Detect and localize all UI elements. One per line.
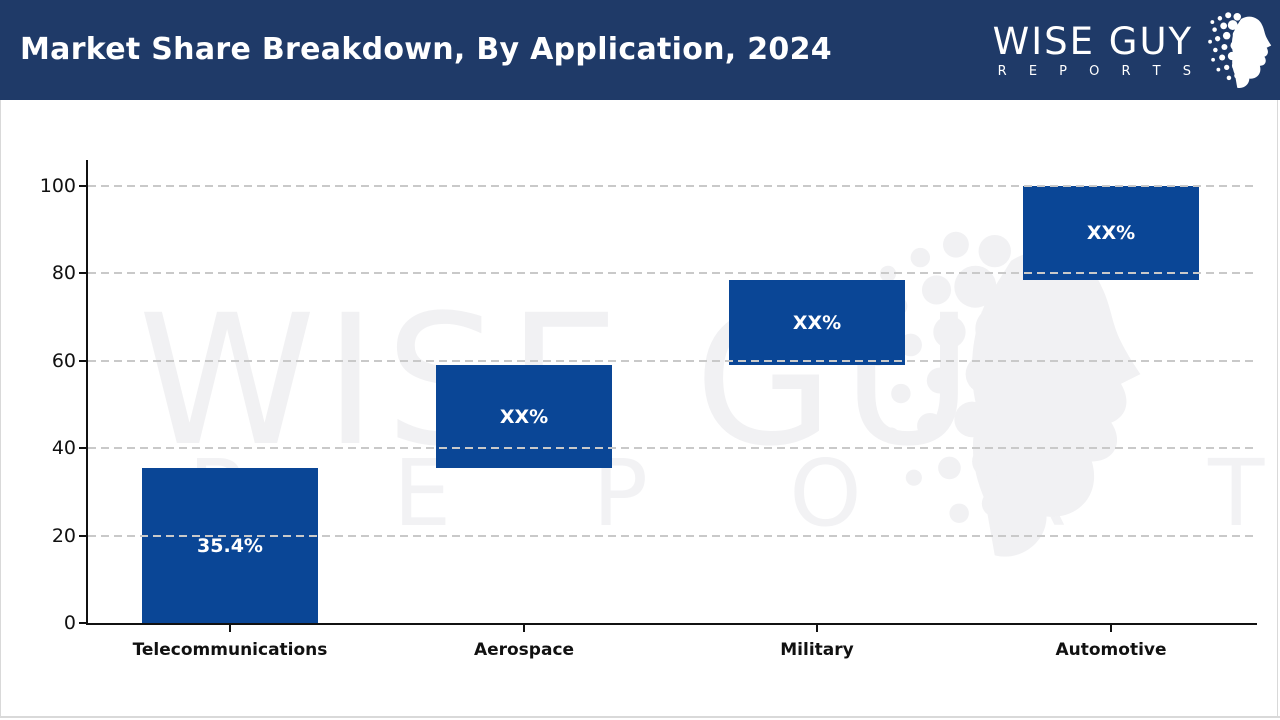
x-tick-telecommunications — [229, 625, 231, 632]
gridline-60 — [88, 359, 1253, 362]
y-tick-80 — [79, 272, 87, 275]
face-profile-dots-icon — [1208, 11, 1272, 88]
x-tick-label-aerospace: Aerospace — [473, 640, 575, 660]
bar-telecommunications — [142, 468, 318, 623]
plot-area: 0 20 40 60 80 100 35.4% Telecommunications XX% Ae… — [0, 100, 1280, 720]
bottom-border — [0, 716, 1280, 718]
gridline-20 — [88, 534, 1253, 537]
gridline-100 — [88, 185, 1253, 187]
brand-logo: WISE GUY R E P O R T S — [993, 8, 1272, 94]
brand-name: WISE GUY — [992, 20, 1194, 64]
y-tick-label-80: 80 — [51, 262, 76, 285]
right-border — [1277, 100, 1278, 718]
y-tick-40 — [79, 447, 87, 450]
bar-value-label-military: XX% — [792, 311, 842, 334]
y-axis-line — [86, 160, 88, 625]
left-border — [0, 100, 1, 718]
y-tick-label-40: 40 — [51, 437, 76, 460]
bar-value-label-automotive: XX% — [1086, 221, 1136, 244]
x-tick-label-military: Military — [780, 640, 854, 660]
gridline-80 — [88, 272, 1253, 275]
y-tick-label-20: 20 — [51, 524, 76, 547]
bar-value-label-telecommunications: 35.4% — [197, 534, 263, 557]
brand-logo-text: WISE GUY R E P O R T S — [992, 20, 1200, 79]
x-tick-aerospace — [523, 625, 525, 632]
y-tick-60 — [79, 359, 87, 362]
page-title: Market Share Breakdown, By Application, … — [20, 32, 832, 67]
y-tick-20 — [79, 534, 87, 537]
x-tick-automotive — [1110, 625, 1112, 632]
x-axis-line — [86, 623, 1257, 625]
y-tick-label-100: 100 — [39, 175, 76, 197]
x-tick-label-telecommunications: Telecommunications — [132, 640, 328, 660]
chart-canvas: WISE GUY R E P O R T S 02040608010035.4%… — [0, 100, 1280, 720]
watermark-reports-text: R E P O R T S — [188, 440, 1280, 547]
bar-aerospace — [436, 365, 612, 469]
header-banner: Market Share Breakdown, By Application, … — [0, 0, 1280, 100]
x-tick-label-automotive: Automotive — [1055, 640, 1167, 660]
y-tick-0 — [79, 622, 87, 624]
y-tick-100 — [79, 185, 87, 187]
bar-value-label-aerospace: XX% — [499, 405, 549, 428]
y-tick-label-0: 0 — [63, 612, 76, 634]
bar-automotive — [1023, 186, 1199, 280]
bar-military — [729, 279, 905, 366]
brand-subtitle: R E P O R T S — [997, 63, 1200, 79]
gridline-40 — [88, 447, 1253, 450]
y-tick-label-60: 60 — [51, 349, 76, 372]
x-tick-military — [816, 625, 818, 632]
